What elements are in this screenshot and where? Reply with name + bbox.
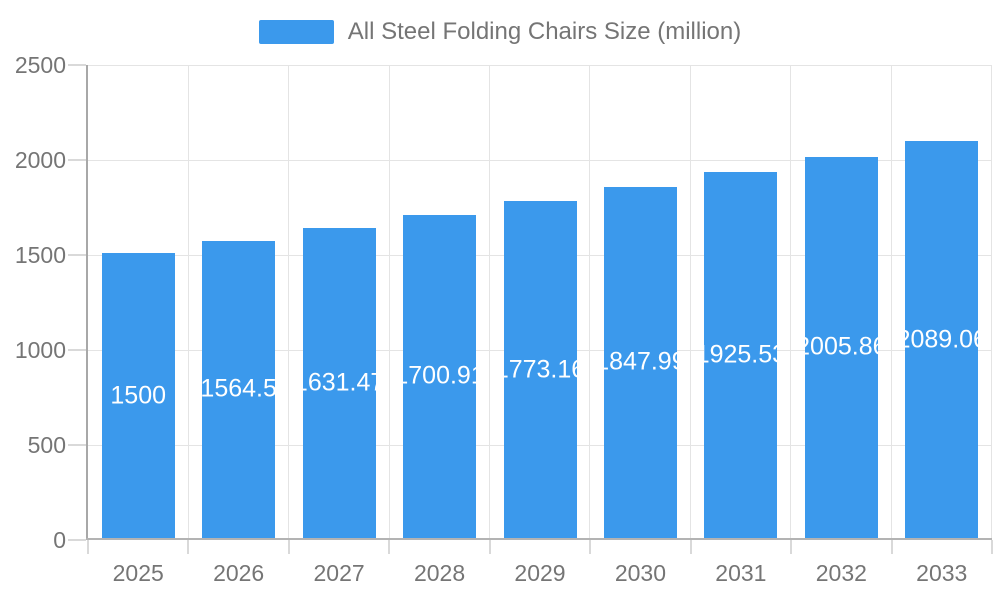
- bar-value-label: 1631.47: [303, 368, 376, 397]
- bar-2032[interactable]: 2005.86: [804, 156, 878, 538]
- y-axis-tick: [68, 159, 86, 161]
- gridline-vertical: [589, 65, 591, 540]
- legend-swatch-icon: [258, 20, 334, 44]
- gridline-vertical: [489, 65, 491, 540]
- x-axis-label: 2032: [815, 560, 867, 586]
- x-axis-tick: [991, 540, 993, 554]
- bar-value-label: 1925.53: [704, 340, 777, 369]
- bar-2029[interactable]: 1773.16: [503, 201, 577, 538]
- y-axis-tick: [68, 64, 86, 66]
- y-axis-line: [86, 65, 88, 540]
- x-axis-label: 2027: [313, 560, 365, 586]
- x-axis-tick: [388, 540, 391, 554]
- x-axis-tick: [287, 540, 290, 554]
- gridline-vertical: [790, 65, 792, 540]
- x-axis-label: 2026: [213, 560, 265, 586]
- plot-area: 0 500 1000 1500 2000 2500 1500 1564.5 1631.47 170…: [15, 52, 993, 586]
- x-axis-line: [86, 538, 992, 540]
- x-axis-label: 2033: [916, 560, 968, 586]
- y-axis-label: 2000: [14, 147, 66, 173]
- gridline-vertical: [288, 65, 290, 540]
- y-axis-label: 1000: [14, 337, 66, 363]
- gridline-horizontal: [88, 159, 992, 161]
- y-axis-label: 2500: [14, 52, 66, 78]
- y-axis-tick: [68, 254, 86, 256]
- x-axis-tick: [87, 540, 89, 554]
- x-axis-label: 2030: [614, 560, 667, 586]
- x-axis-label: 2028: [413, 560, 466, 586]
- bar-value-label: 1700.91: [403, 361, 476, 390]
- gridline-horizontal: [88, 65, 992, 66]
- bar-2027[interactable]: 1631.47: [302, 228, 376, 538]
- bar-2025[interactable]: 1500: [101, 253, 175, 538]
- legend-item[interactable]: All Steel Folding Chairs Size (million): [0, 19, 1000, 45]
- y-axis-label: 1500: [14, 242, 66, 268]
- y-axis-tick: [68, 349, 86, 351]
- bar-value-label: 1564.5: [202, 374, 276, 403]
- x-axis-tick: [187, 540, 190, 554]
- y-axis-tick: [68, 444, 86, 446]
- x-axis-tick: [488, 540, 491, 554]
- x-axis-label: 2025: [112, 560, 164, 586]
- gridline-vertical: [991, 65, 993, 540]
- x-axis-label: 2031: [715, 560, 767, 586]
- gridline-vertical: [388, 65, 390, 540]
- bar-2033[interactable]: 2089.06: [905, 141, 979, 538]
- bar-2028[interactable]: 1700.91: [403, 214, 477, 538]
- y-axis-label: 500: [27, 432, 66, 458]
- bar-value-label: 2005.86: [805, 332, 878, 361]
- bar-2031[interactable]: 1925.53: [704, 172, 778, 538]
- x-axis-tick: [890, 540, 893, 554]
- bar-value-label: 1500: [110, 381, 167, 409]
- bar-value-label: 2089.06: [905, 325, 978, 354]
- legend-label: All Steel Folding Chairs Size (million): [347, 18, 742, 45]
- gridline-vertical: [689, 65, 691, 540]
- bar-value-label: 1773.16: [504, 355, 577, 384]
- x-axis-tick: [689, 540, 692, 554]
- y-axis-label: 0: [53, 527, 66, 553]
- x-axis-tick: [589, 540, 592, 554]
- x-axis-tick: [790, 540, 793, 554]
- x-axis-label: 2029: [514, 560, 566, 586]
- gridline-vertical: [890, 65, 892, 540]
- y-axis-tick: [68, 539, 86, 541]
- gridline-vertical: [187, 65, 189, 540]
- bar-2026[interactable]: 1564.5: [202, 240, 276, 538]
